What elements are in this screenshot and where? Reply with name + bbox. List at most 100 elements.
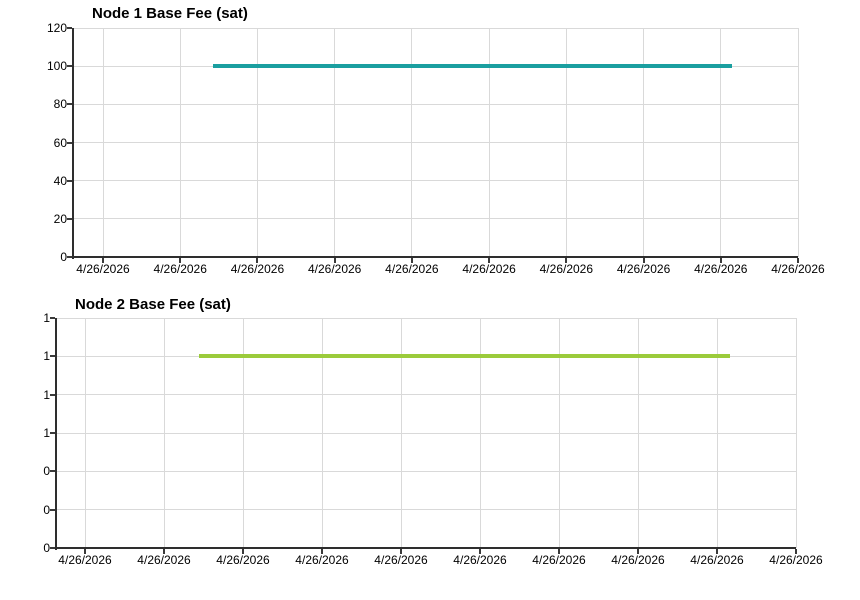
x-tick-mark	[716, 549, 718, 554]
y-tick-label: 1	[43, 349, 50, 364]
x-tick-label: 4/26/2026	[230, 262, 285, 276]
y-tick-mark	[67, 179, 72, 182]
y-tick-label: 120	[46, 21, 67, 35]
x-tick-label: 4/26/2026	[295, 553, 349, 567]
y-tick-label: 0	[60, 250, 67, 264]
v-gridline	[716, 318, 718, 548]
v-gridline	[242, 318, 244, 548]
h-gridline	[74, 142, 798, 143]
chart-title: Node 2 Base Fee (sat)	[75, 296, 231, 313]
v-gridline	[488, 28, 490, 257]
v-gridline	[102, 28, 104, 257]
h-gridline	[74, 103, 798, 105]
x-tick-label: 4/26/2026	[453, 553, 507, 567]
x-tick-mark	[321, 549, 323, 554]
y-tick-label: 20	[53, 211, 67, 226]
x-tick-label: 4/26/2026	[462, 262, 516, 276]
y-tick-label: 0	[43, 464, 50, 479]
v-gridline	[637, 318, 639, 548]
y-tick-mark	[67, 65, 72, 68]
x-tick-label: 4/26/2026	[307, 262, 362, 276]
y-tick-label: 100	[46, 59, 67, 74]
x-tick-mark	[84, 549, 86, 554]
v-gridline	[797, 28, 799, 257]
y-tick-label: 1	[43, 426, 50, 440]
x-tick-label: 4/26/2026	[137, 553, 191, 567]
x-tick-label: 4/26/2026	[532, 553, 586, 567]
x-tick-mark	[163, 549, 165, 554]
x-tick-label: 4/26/2026	[539, 262, 594, 276]
y-tick-mark	[67, 217, 72, 220]
x-tick-label: 4/26/2026	[216, 553, 270, 567]
x-tick-mark	[102, 258, 104, 263]
y-axis	[55, 318, 57, 550]
h-gridline	[74, 180, 798, 182]
x-tick-label: 4/26/2026	[153, 262, 207, 276]
y-tick-mark	[50, 317, 55, 319]
y-tick-mark	[50, 470, 55, 473]
x-tick-mark	[797, 258, 799, 263]
y-tick-mark	[50, 393, 55, 396]
y-tick-label: 1	[43, 387, 50, 402]
series-line-node-1	[213, 64, 733, 69]
y-tick-mark	[67, 141, 72, 144]
x-axis	[55, 547, 796, 549]
y-tick-label: 1	[43, 311, 50, 325]
h-gridline	[57, 394, 796, 396]
v-gridline	[720, 28, 722, 257]
y-tick-mark	[50, 508, 55, 511]
x-tick-mark	[179, 258, 182, 263]
h-gridline	[57, 432, 796, 434]
x-tick-label: 4/26/2026	[611, 553, 665, 567]
v-gridline	[321, 318, 323, 548]
x-tick-mark	[242, 549, 244, 554]
x-tick-mark	[637, 549, 639, 554]
y-tick-mark	[67, 27, 72, 29]
y-tick-label: 0	[43, 502, 50, 517]
v-gridline	[565, 28, 567, 257]
x-tick-label: 4/26/2026	[769, 553, 823, 567]
y-tick-mark	[67, 256, 72, 258]
v-gridline	[179, 28, 181, 257]
v-gridline	[400, 318, 402, 548]
v-gridline	[795, 318, 797, 548]
x-tick-mark	[488, 258, 491, 263]
y-axis	[72, 28, 74, 259]
x-tick-mark	[565, 258, 568, 263]
v-gridline	[411, 28, 413, 257]
h-gridline	[57, 509, 796, 511]
h-gridline	[74, 218, 798, 220]
x-tick-mark	[642, 258, 645, 263]
x-tick-label: 4/26/2026	[690, 553, 744, 567]
y-tick-mark	[67, 103, 72, 106]
x-tick-mark	[558, 549, 560, 554]
v-gridline	[558, 318, 560, 548]
x-tick-label: 4/26/2026	[76, 262, 130, 276]
v-gridline	[256, 28, 258, 257]
x-tick-label: 4/26/2026	[374, 553, 428, 567]
v-gridline	[643, 28, 645, 257]
x-axis	[72, 256, 798, 258]
h-gridline	[74, 27, 798, 29]
y-tick-mark	[50, 355, 55, 358]
v-gridline	[479, 318, 481, 548]
x-tick-mark	[479, 549, 481, 554]
x-tick-mark	[719, 258, 722, 263]
x-tick-label: 4/26/2026	[616, 262, 671, 276]
y-tick-label: 60	[53, 135, 67, 150]
series-line-node-2	[198, 354, 731, 359]
x-tick-mark	[333, 258, 336, 263]
y-tick-mark	[50, 432, 55, 434]
y-tick-mark	[50, 547, 55, 549]
x-tick-mark	[410, 258, 413, 263]
v-gridline	[334, 28, 336, 257]
x-tick-mark	[400, 549, 402, 554]
chart-title: Node 1 Base Fee (sat)	[92, 5, 248, 22]
v-gridline	[84, 318, 86, 548]
x-tick-mark	[795, 549, 797, 554]
v-gridline	[163, 318, 165, 548]
